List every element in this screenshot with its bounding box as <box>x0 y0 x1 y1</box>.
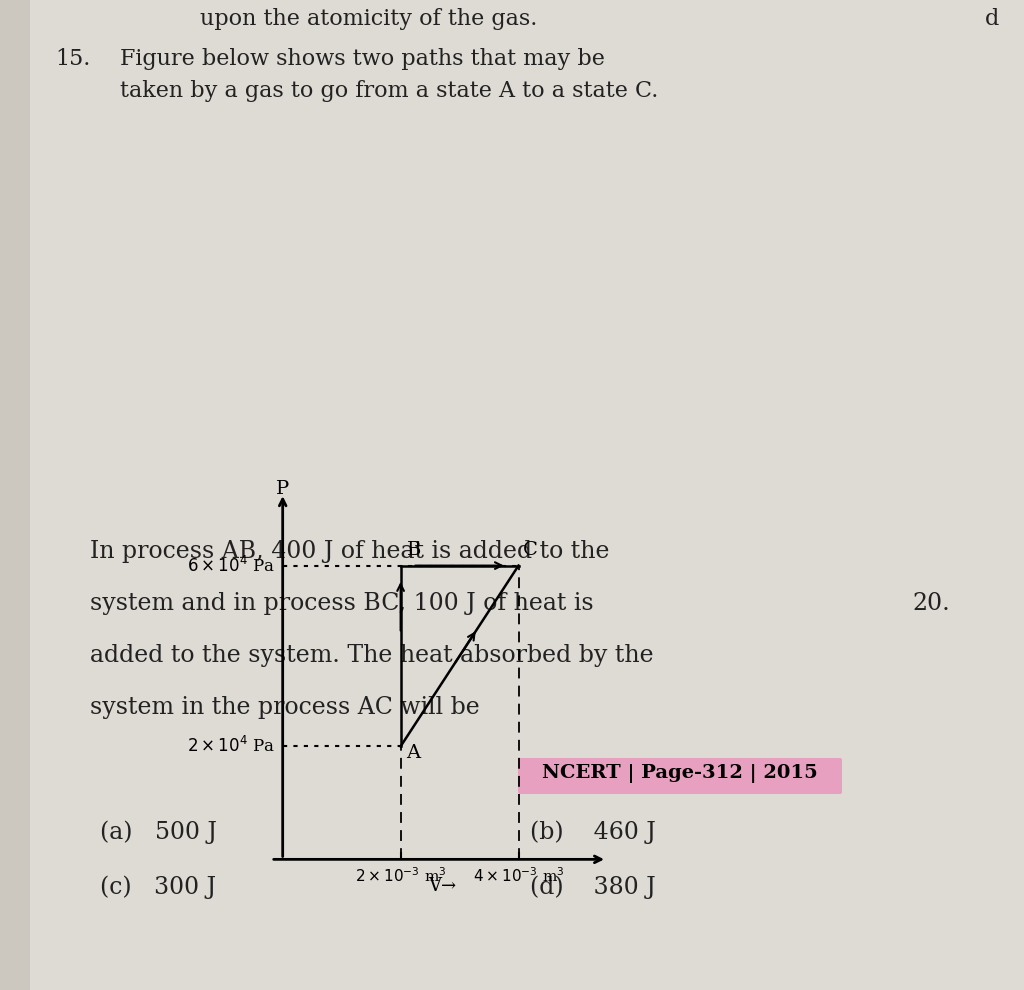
Text: (c)   300 J: (c) 300 J <box>100 875 216 899</box>
Text: P: P <box>276 480 290 498</box>
Text: NCERT | Page-312 | 2015: NCERT | Page-312 | 2015 <box>542 764 818 783</box>
Text: taken by a gas to go from a state A to a state C.: taken by a gas to go from a state A to a… <box>120 80 658 102</box>
FancyBboxPatch shape <box>518 758 842 794</box>
Text: $6\times10^4$ Pa: $6\times10^4$ Pa <box>187 555 275 575</box>
Text: system and in process BC, 100 J of heat is: system and in process BC, 100 J of heat … <box>90 592 594 615</box>
Text: $2 \times 10^{-3}$ m$^3$: $2 \times 10^{-3}$ m$^3$ <box>355 866 446 885</box>
Text: B: B <box>407 541 421 558</box>
Text: Figure below shows two paths that may be: Figure below shows two paths that may be <box>120 48 605 70</box>
Text: A: A <box>407 744 421 762</box>
Text: system in the process AC will be: system in the process AC will be <box>90 696 480 719</box>
Text: upon the atomicity of the gas.: upon the atomicity of the gas. <box>200 8 538 30</box>
Text: d: d <box>985 8 999 30</box>
Text: added to the system. The heat absorbed by the: added to the system. The heat absorbed b… <box>90 644 653 667</box>
Text: $2\times10^4$ Pa: $2\times10^4$ Pa <box>187 737 275 756</box>
Text: 15.: 15. <box>55 48 90 70</box>
Text: $4 \times 10^{-3}$ m$^3$: $4 \times 10^{-3}$ m$^3$ <box>473 866 564 885</box>
Text: C: C <box>523 541 538 558</box>
Text: 20.: 20. <box>912 592 950 615</box>
Text: In process AB, 400 J of heat is added to the: In process AB, 400 J of heat is added to… <box>90 540 609 563</box>
Text: (a)   500 J: (a) 500 J <box>100 820 217 843</box>
Text: V→: V→ <box>428 877 456 896</box>
Text: (b)    460 J: (b) 460 J <box>530 820 656 843</box>
Text: (d)    380 J: (d) 380 J <box>530 875 655 899</box>
